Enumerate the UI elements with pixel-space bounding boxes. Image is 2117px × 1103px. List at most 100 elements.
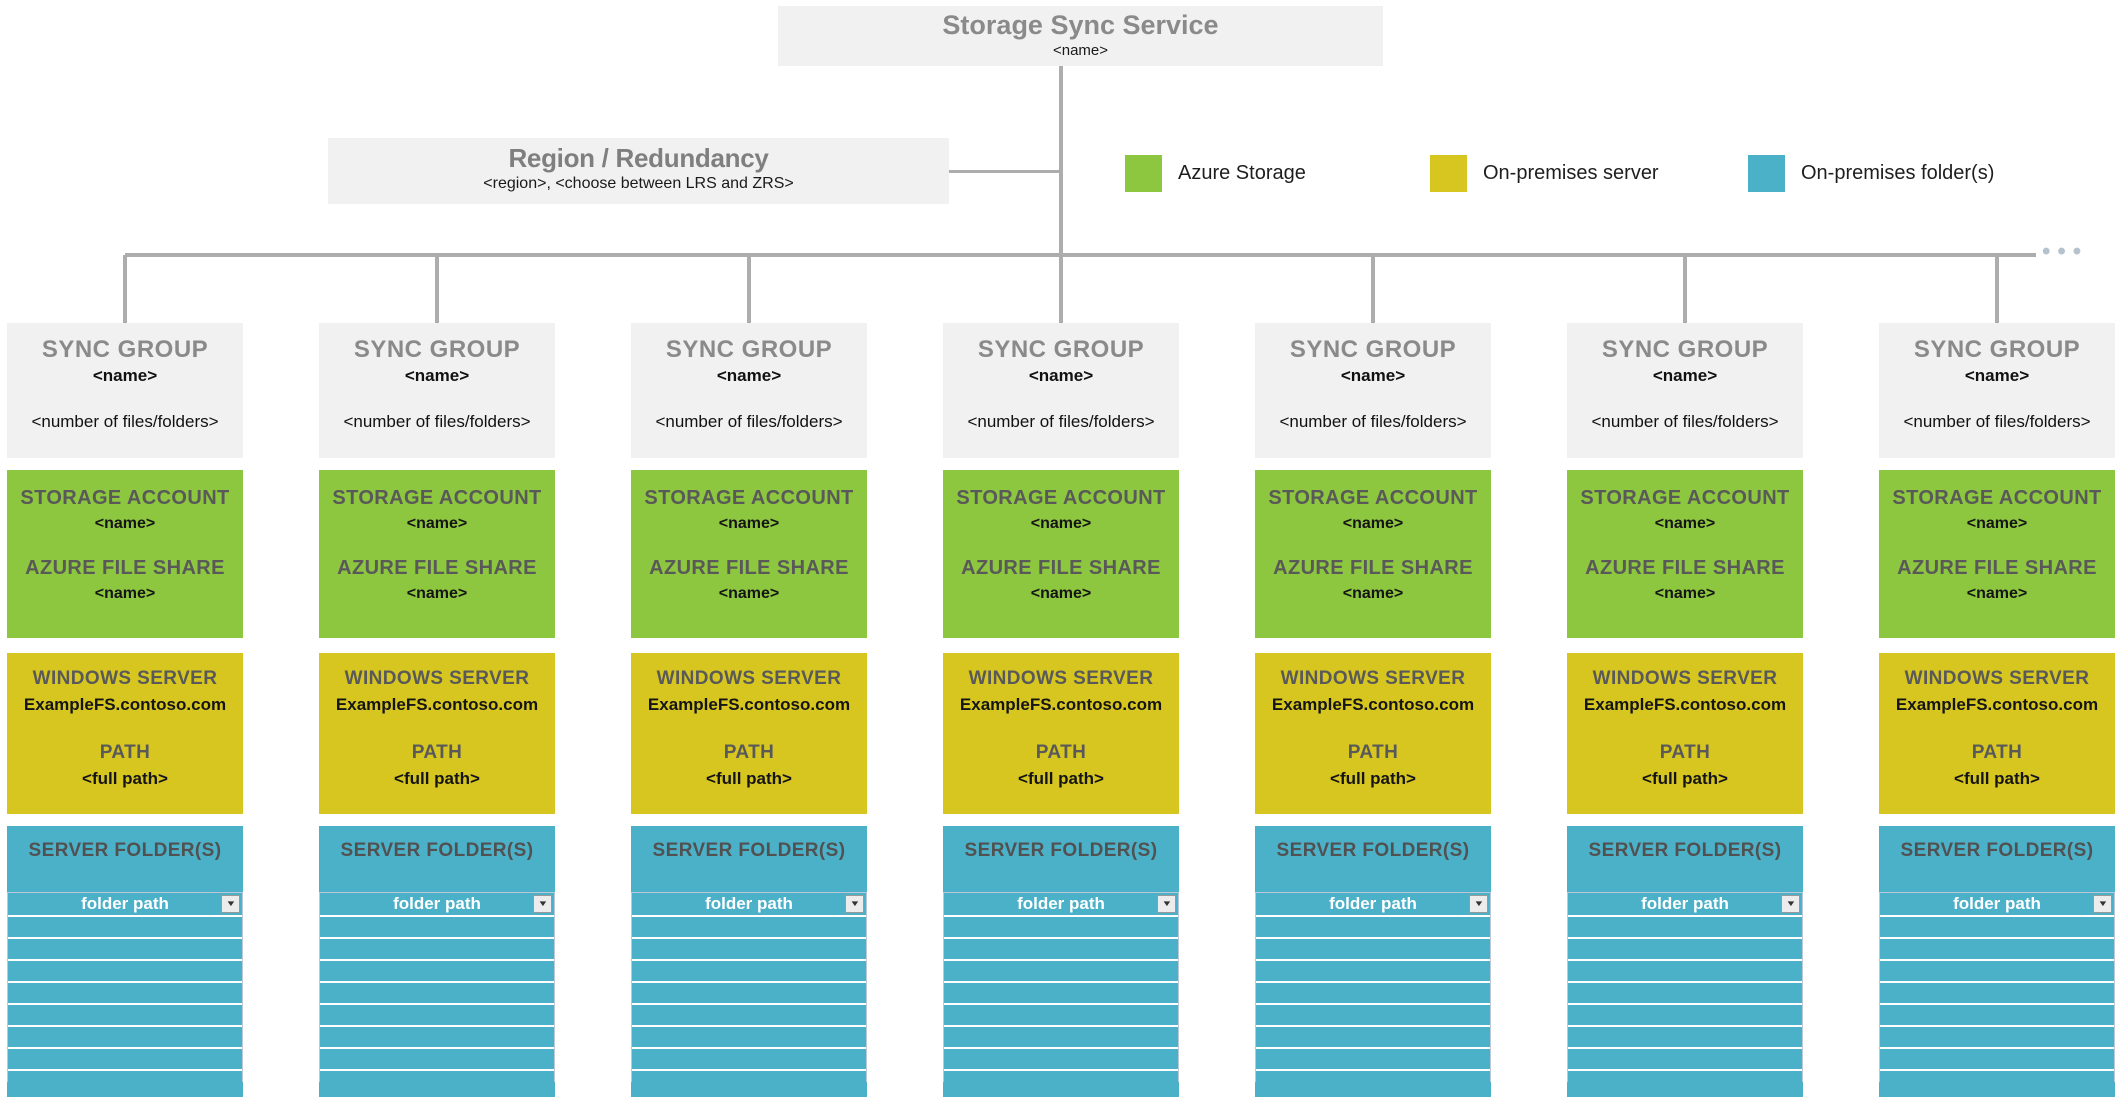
legend-label-on-premises-folders: On-premises folder(s)	[1801, 162, 1995, 184]
storage-account-name: <name>	[718, 515, 780, 532]
folder-row-empty[interactable]	[8, 915, 242, 937]
folder-row-empty[interactable]	[1880, 1003, 2114, 1025]
folder-path-dropdown-cell[interactable]: folder path ▼	[8, 893, 242, 915]
folder-row-empty[interactable]	[632, 959, 866, 981]
storage-account-label: STORAGE ACCOUNT	[1892, 487, 2102, 509]
dropdown-button[interactable]: ▼	[533, 895, 552, 913]
folder-path-dropdown-cell[interactable]: folder path ▼	[944, 893, 1178, 915]
folder-row-empty[interactable]	[320, 1069, 554, 1082]
azure-storage-box: STORAGE ACCOUNT <name> AZURE FILE SHARE …	[1879, 470, 2115, 638]
folder-row-empty[interactable]	[1880, 1025, 2114, 1047]
folder-row-empty[interactable]	[944, 1069, 1178, 1082]
folder-path-dropdown-cell[interactable]: folder path ▼	[632, 893, 866, 915]
windows-server-box: WINDOWS SERVER ExampleFS.contoso.com PAT…	[7, 653, 243, 814]
windows-server-name: ExampleFS.contoso.com	[1583, 695, 1787, 714]
folder-row-empty[interactable]	[944, 915, 1178, 937]
folder-row-empty[interactable]	[320, 1025, 554, 1047]
folder-row-empty[interactable]	[8, 981, 242, 1003]
folder-row-empty[interactable]	[1568, 981, 1802, 1003]
path-value: <full path>	[82, 769, 168, 788]
windows-server-label: WINDOWS SERVER	[1904, 668, 2090, 689]
folder-path-dropdown-cell[interactable]: folder path ▼	[1256, 893, 1490, 915]
dropdown-button[interactable]: ▼	[1781, 895, 1800, 913]
folder-row-empty[interactable]	[1256, 937, 1490, 959]
folder-row-empty[interactable]	[1880, 1047, 2114, 1069]
folder-row-empty[interactable]	[1568, 915, 1802, 937]
folder-row-empty[interactable]	[1256, 959, 1490, 981]
dropdown-button[interactable]: ▼	[1157, 895, 1176, 913]
folder-row-empty[interactable]	[944, 1047, 1178, 1069]
folder-row-empty[interactable]	[1568, 1003, 1802, 1025]
folder-row-empty[interactable]	[632, 915, 866, 937]
azure-storage-swatch	[1125, 155, 1162, 192]
sync-group-count: <number of files/folders>	[1903, 412, 2091, 431]
connector-column-stub	[1683, 255, 1687, 323]
folder-row-empty[interactable]	[8, 1025, 242, 1047]
folder-row-empty[interactable]	[320, 1047, 554, 1069]
folder-row-empty[interactable]	[1880, 937, 2114, 959]
folder-row-empty[interactable]	[944, 1003, 1178, 1025]
folder-row-empty[interactable]	[632, 1025, 866, 1047]
windows-server-name: ExampleFS.contoso.com	[335, 695, 539, 714]
folder-row-empty[interactable]	[1880, 1069, 2114, 1082]
server-folders-box: SERVER FOLDER(S) folder path ▼	[319, 826, 555, 1097]
folder-row-empty[interactable]	[320, 981, 554, 1003]
folder-row-empty[interactable]	[320, 1003, 554, 1025]
folder-row-empty[interactable]	[8, 959, 242, 981]
server-folder-rows	[320, 915, 554, 1082]
sync-group-columns: SYNC GROUP <name> <number of files/folde…	[7, 255, 2115, 1097]
folder-row-empty[interactable]	[8, 1069, 242, 1082]
azure-file-share-label: AZURE FILE SHARE	[337, 557, 537, 579]
folder-row-empty[interactable]	[1256, 1047, 1490, 1069]
dropdown-button[interactable]: ▼	[845, 895, 864, 913]
windows-server-box: WINDOWS SERVER ExampleFS.contoso.com PAT…	[631, 653, 867, 814]
server-folder-rows	[1256, 915, 1490, 1082]
folder-row-empty[interactable]	[632, 981, 866, 1003]
folder-path-dropdown-cell[interactable]: folder path ▼	[320, 893, 554, 915]
folder-row-empty[interactable]	[1256, 915, 1490, 937]
folder-row-empty[interactable]	[632, 1047, 866, 1069]
region-redundancy-value: <region>, <choose between LRS and ZRS>	[483, 175, 794, 192]
folder-row-empty[interactable]	[1880, 959, 2114, 981]
on-premises-server-swatch	[1430, 155, 1467, 192]
folder-row-empty[interactable]	[320, 915, 554, 937]
folder-row-empty[interactable]	[1568, 937, 1802, 959]
folder-path-dropdown-cell[interactable]: folder path ▼	[1568, 893, 1802, 915]
dropdown-button[interactable]: ▼	[2093, 895, 2112, 913]
sync-group-name: <name>	[92, 366, 158, 385]
dropdown-button[interactable]: ▼	[1469, 895, 1488, 913]
folder-path-value: folder path	[1953, 894, 2041, 913]
folder-row-empty[interactable]	[632, 1069, 866, 1082]
folder-row-empty[interactable]	[1568, 1047, 1802, 1069]
folder-row-empty[interactable]	[632, 1003, 866, 1025]
sync-group-column: SYNC GROUP <name> <number of files/folde…	[631, 255, 867, 1097]
legend-item-on-premises-server: On-premises server	[1430, 155, 1659, 192]
folder-row-empty[interactable]	[944, 959, 1178, 981]
folder-row-empty[interactable]	[1256, 981, 1490, 1003]
folder-row-empty[interactable]	[944, 981, 1178, 1003]
folder-row-empty[interactable]	[1568, 1025, 1802, 1047]
folder-row-empty[interactable]	[8, 937, 242, 959]
folder-row-empty[interactable]	[1880, 915, 2114, 937]
folder-row-empty[interactable]	[1568, 1069, 1802, 1082]
folder-row-empty[interactable]	[1880, 981, 2114, 1003]
folder-row-empty[interactable]	[1256, 1025, 1490, 1047]
folder-row-empty[interactable]	[8, 1047, 242, 1069]
folder-row-empty[interactable]	[944, 1025, 1178, 1047]
folder-row-empty[interactable]	[1256, 1069, 1490, 1082]
server-folders-label: SERVER FOLDER(S)	[28, 840, 222, 861]
azure-file-share-label: AZURE FILE SHARE	[1585, 557, 1785, 579]
folder-row-empty[interactable]	[1568, 959, 1802, 981]
folder-row-empty[interactable]	[632, 937, 866, 959]
sync-group-column: SYNC GROUP <name> <number of files/folde…	[7, 255, 243, 1097]
folder-row-empty[interactable]	[1256, 1003, 1490, 1025]
folder-row-empty[interactable]	[8, 1003, 242, 1025]
folder-row-empty[interactable]	[944, 937, 1178, 959]
folder-row-empty[interactable]	[320, 937, 554, 959]
folder-row-empty[interactable]	[320, 959, 554, 981]
azure-file-share-name: <name>	[718, 585, 780, 602]
sync-group-header: SYNC GROUP <name> <number of files/folde…	[7, 323, 243, 458]
legend-label-azure-storage: Azure Storage	[1178, 162, 1306, 184]
folder-path-dropdown-cell[interactable]: folder path ▼	[1880, 893, 2114, 915]
dropdown-button[interactable]: ▼	[221, 895, 240, 913]
